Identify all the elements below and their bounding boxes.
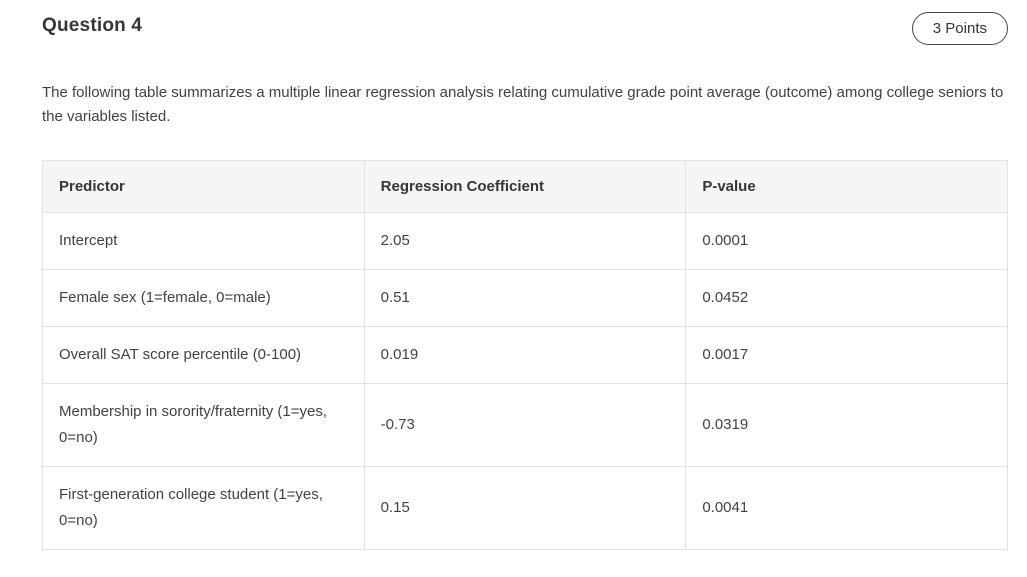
predictor-cell: First-generation college student (1=yes,… [42,466,365,550]
coefficient-cell: 0.51 [363,269,687,327]
pvalue-cell: 0.0017 [685,326,1008,384]
points-badge: 3 Points [911,12,1008,45]
coefficient-cell: 0.15 [363,466,687,550]
column-header-pvalue: P-value [685,160,1008,213]
coefficient-cell: -0.73 [363,383,687,467]
pvalue-cell: 0.0041 [685,466,1008,550]
predictor-cell: Membership in sorority/fraternity (1=yes… [42,383,365,467]
question-title: Question 4 [42,15,143,36]
predictor-cell: Intercept [42,212,365,270]
table-row: Female sex (1=female, 0=male) 0.51 0.045… [42,269,1008,327]
column-header-coefficient: Regression Coefficient [363,160,687,213]
coefficient-cell: 2.05 [363,212,687,270]
regression-table: Predictor Regression Coefficient P-value… [42,160,1008,550]
coefficient-cell: 0.019 [363,326,687,384]
predictor-cell: Overall SAT score percentile (0-100) [42,326,365,384]
table-row: Intercept 2.05 0.0001 [42,212,1008,270]
pvalue-cell: 0.0001 [685,212,1008,270]
table-header-row: Predictor Regression Coefficient P-value [42,160,1008,213]
table-row: First-generation college student (1=yes,… [42,466,1008,550]
question-intro: The following table summarizes a multipl… [42,84,1004,125]
question-header: Question 4 3 Points [42,12,1008,45]
table-row: Overall SAT score percentile (0-100) 0.0… [42,326,1008,384]
table-row: Membership in sorority/fraternity (1=yes… [42,383,1008,467]
pvalue-cell: 0.0319 [685,383,1008,467]
predictor-cell: Female sex (1=female, 0=male) [42,269,365,327]
pvalue-cell: 0.0452 [685,269,1008,327]
column-header-predictor: Predictor [42,160,365,213]
